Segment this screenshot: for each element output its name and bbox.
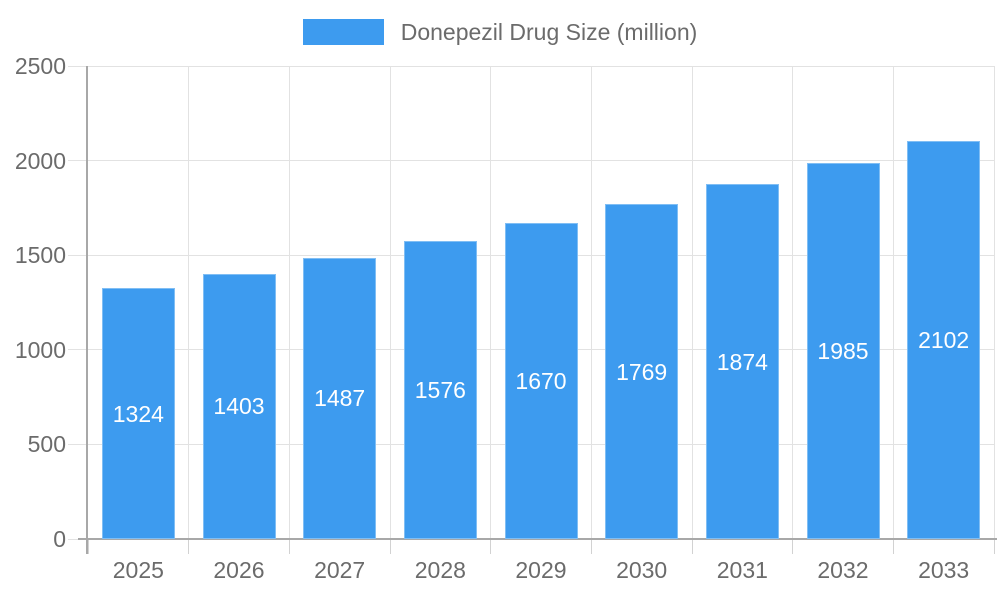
x-axis-labels: 2025 2026 2027 2028 2029 2030 2031 2032 2033 xyxy=(88,556,994,586)
gridline-v xyxy=(590,66,592,539)
y-axis-tick-label: 1500 xyxy=(14,242,66,269)
gridline-h xyxy=(68,160,994,162)
x-tick xyxy=(691,539,693,554)
y-axis-tick-label: 500 xyxy=(27,431,66,458)
gridline-v xyxy=(892,66,894,539)
bar-value-label: 1487 xyxy=(314,385,366,412)
y-axis-tick-label: 0 xyxy=(53,526,66,552)
bar-value-label: 1874 xyxy=(716,348,768,375)
gridline-v xyxy=(188,66,190,539)
legend-label: Donepezil Drug Size (million) xyxy=(400,19,698,45)
x-axis-tick-label: 2026 xyxy=(213,557,265,583)
bar-value-label: 1403 xyxy=(213,393,265,420)
bar-value-label: 1985 xyxy=(817,338,869,365)
plot-area: 1324 1403 1487 1576 1670 1769 1874 1985 2102 xyxy=(68,65,997,554)
bar: 2102 xyxy=(907,141,981,539)
y-axis-tick-label: 1000 xyxy=(14,336,66,363)
x-axis-tick-label: 2027 xyxy=(314,557,366,583)
bar-value-label: 1670 xyxy=(515,368,567,394)
gridline-v xyxy=(389,66,391,539)
gridline-v xyxy=(993,66,995,539)
legend: Donepezil Drug Size (million) xyxy=(0,18,1000,46)
gridline-v xyxy=(792,66,794,539)
bar-value-label: 1576 xyxy=(414,376,466,403)
bar-value-label: 1769 xyxy=(616,358,668,385)
x-axis-tick-label: 2025 xyxy=(112,557,164,583)
x-axis-tick-label: 2029 xyxy=(515,557,567,583)
x-tick xyxy=(792,539,794,554)
gridline-v xyxy=(691,66,693,539)
x-tick xyxy=(288,539,290,554)
bar: 1769 xyxy=(605,204,679,539)
bar: 1324 xyxy=(101,288,175,539)
x-axis-tick-label: 2032 xyxy=(817,557,869,583)
x-axis-tick-label: 2030 xyxy=(616,557,668,583)
y-axis-line xyxy=(86,66,88,554)
y-axis-labels: 0 500 1000 1500 2000 2500 xyxy=(0,53,66,552)
bar: 1985 xyxy=(806,163,880,539)
y-axis-tick-label: 2000 xyxy=(14,147,66,174)
x-axis-line xyxy=(78,538,997,540)
x-tick xyxy=(389,539,391,554)
gridline-h xyxy=(68,65,994,67)
legend-swatch xyxy=(302,19,384,45)
bar: 1403 xyxy=(202,273,276,539)
bar: 1874 xyxy=(705,184,779,539)
gridline-v xyxy=(490,66,492,539)
bar: 1670 xyxy=(504,223,578,539)
x-tick xyxy=(188,539,190,554)
x-axis-tick-label: 2028 xyxy=(414,557,466,583)
bar-value-label: 2102 xyxy=(918,327,970,354)
y-axis-tick-label: 2500 xyxy=(14,53,66,79)
bar-value-label: 1324 xyxy=(112,400,164,427)
x-tick xyxy=(590,539,592,554)
x-axis-tick-label: 2033 xyxy=(918,557,970,583)
bar: 1576 xyxy=(403,240,477,539)
x-tick xyxy=(87,539,89,554)
x-tick xyxy=(993,539,995,554)
x-axis-tick-label: 2031 xyxy=(716,557,768,583)
bar: 1487 xyxy=(303,257,377,539)
gridline-v xyxy=(288,66,290,539)
x-tick xyxy=(892,539,894,554)
x-tick xyxy=(490,539,492,554)
